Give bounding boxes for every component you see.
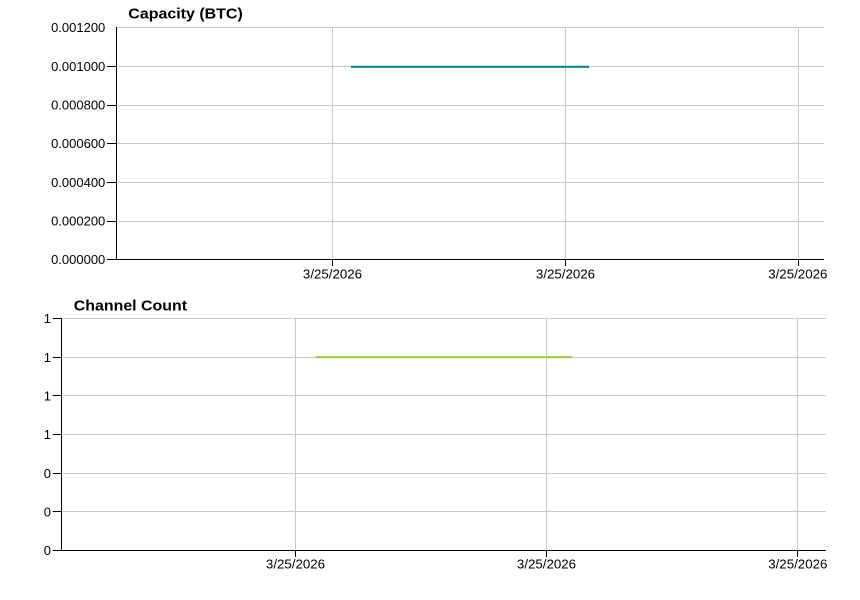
svg-text:0.001000: 0.001000 <box>51 59 105 74</box>
svg-text:0.000000: 0.000000 <box>51 252 105 267</box>
svg-text:1: 1 <box>44 311 51 326</box>
svg-text:0: 0 <box>44 543 51 558</box>
svg-text:0.000800: 0.000800 <box>51 98 105 113</box>
svg-text:0.001200: 0.001200 <box>51 20 105 35</box>
svg-text:1: 1 <box>44 389 51 404</box>
svg-text:3/25/2026: 3/25/2026 <box>266 557 325 572</box>
svg-text:3/25/2026: 3/25/2026 <box>768 267 827 282</box>
svg-text:0.000200: 0.000200 <box>51 214 105 229</box>
svg-text:3/25/2026: 3/25/2026 <box>768 557 827 572</box>
svg-text:3/25/2026: 3/25/2026 <box>517 557 576 572</box>
svg-text:1: 1 <box>44 427 51 442</box>
svg-text:0.000600: 0.000600 <box>51 136 105 151</box>
svg-text:1: 1 <box>44 350 51 365</box>
svg-text:Capacity (BTC): Capacity (BTC) <box>128 5 243 22</box>
svg-text:0: 0 <box>44 466 51 481</box>
svg-text:0.000400: 0.000400 <box>51 175 105 190</box>
svg-text:0: 0 <box>44 505 51 520</box>
svg-text:3/25/2026: 3/25/2026 <box>536 267 595 282</box>
svg-text:3/25/2026: 3/25/2026 <box>303 267 362 282</box>
svg-text:Channel Count: Channel Count <box>74 298 187 315</box>
